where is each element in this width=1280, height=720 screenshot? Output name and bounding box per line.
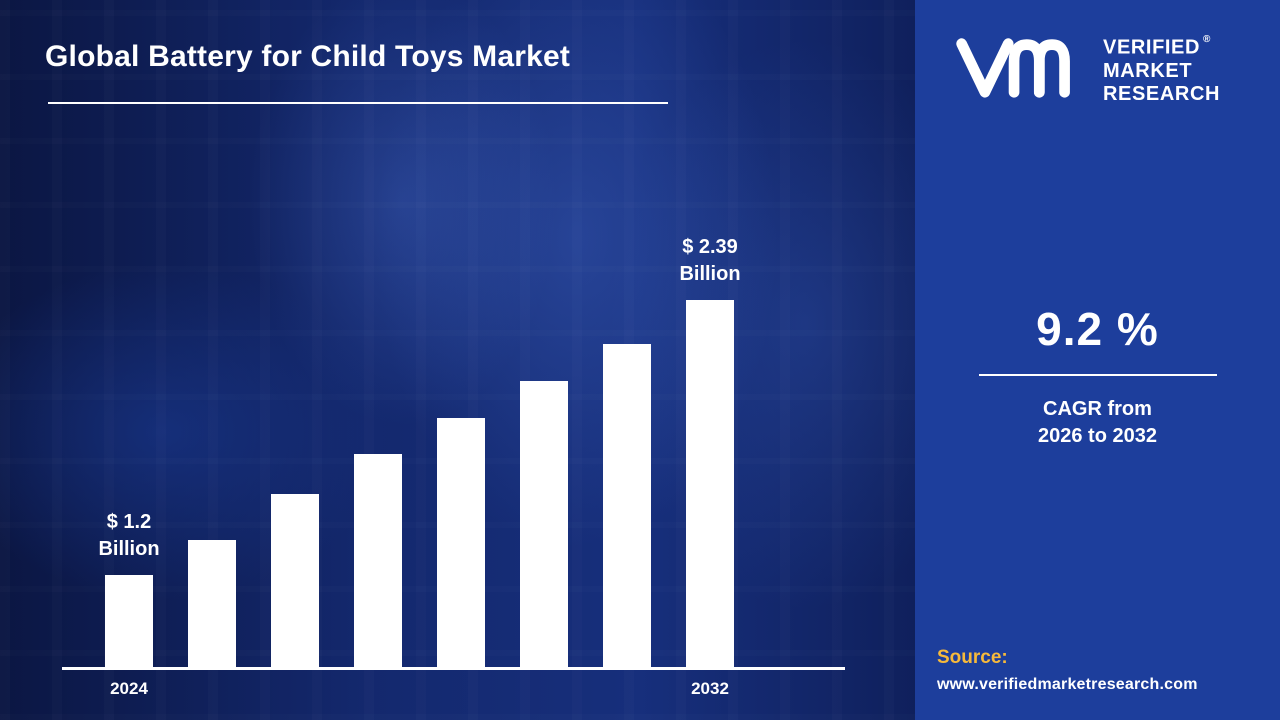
source-block: Source: www.verifiedmarketresearch.com (937, 647, 1198, 694)
cagr-divider (978, 374, 1217, 376)
bar-column: 2024 $ 1.2 Billion (98, 511, 159, 698)
bar-column (188, 540, 236, 667)
bar (686, 300, 734, 667)
x-axis-label: 2024 (110, 679, 148, 698)
bar (354, 454, 402, 667)
source-label: Source: (937, 647, 1008, 668)
chart-baseline (62, 667, 845, 670)
bar-series: 2024 $ 1.2 Billion 2032 $ 2.39 Billion (98, 236, 740, 698)
brand-name: VERIFIED ® MARKET RESEARCH (1103, 32, 1220, 106)
cagr-block: 9.2 % CAGR from 2026 to 2032 (915, 302, 1280, 450)
bar-chart: 2024 $ 1.2 Billion 2032 $ 2.39 Billion (62, 236, 845, 698)
bar-column (520, 381, 568, 667)
page-title: Global Battery for Child Toys Market (45, 40, 571, 73)
bar-column (354, 454, 402, 667)
bar (271, 494, 319, 667)
bar (437, 418, 485, 667)
bar (520, 381, 568, 667)
chart-panel: Global Battery for Child Toys Market 202… (0, 0, 915, 720)
registered-mark: ® (1203, 34, 1212, 45)
vmr-logo: VERIFIED ® MARKET RESEARCH (941, 32, 1220, 106)
bar (603, 344, 651, 667)
bar-column: 2032 $ 2.39 Billion (679, 236, 740, 698)
bar-column (603, 344, 651, 667)
vmr-monogram-icon (956, 38, 1070, 98)
brand-line-2: MARKET (1103, 59, 1193, 82)
source-url: www.verifiedmarketresearch.com (937, 676, 1198, 693)
brand-line-3: RESEARCH (1103, 82, 1221, 105)
bar-column (271, 494, 319, 667)
bar-value-annotation: $ 1.2 Billion (98, 511, 160, 560)
bar-column (437, 418, 485, 667)
title-underline (48, 102, 668, 104)
x-axis-label: 2032 (691, 679, 729, 698)
bar (105, 575, 153, 667)
info-panel: VERIFIED ® MARKET RESEARCH 9.2 % CAGR fro… (915, 0, 1280, 720)
cagr-label: CAGR from 2026 to 2032 (1038, 398, 1157, 447)
bar-value-annotation: $ 2.39 Billion (679, 236, 741, 285)
cagr-value: 9.2 % (1036, 303, 1159, 355)
brand-line-1: VERIFIED ® (1103, 34, 1212, 59)
bar (188, 540, 236, 667)
